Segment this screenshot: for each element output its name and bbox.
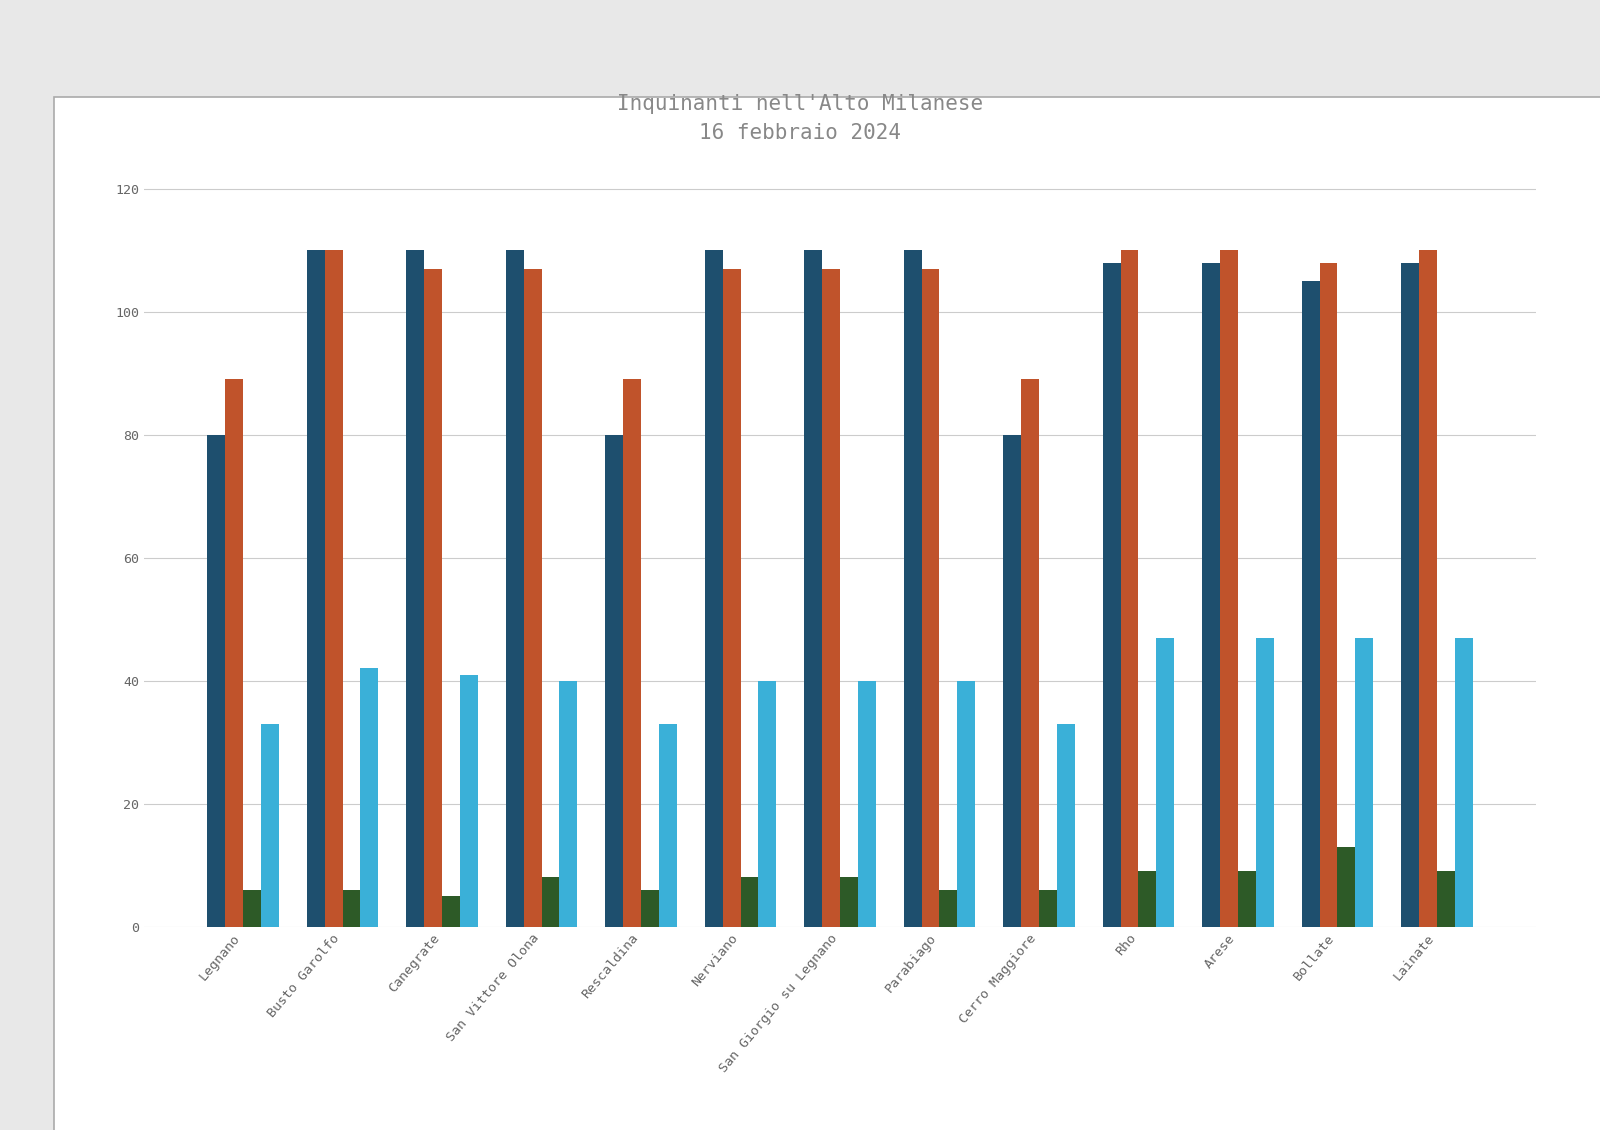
Bar: [1038, 889, 1058, 927]
Bar: [1157, 637, 1174, 927]
Bar: [1058, 723, 1075, 927]
Bar: [805, 251, 822, 927]
Bar: [622, 380, 642, 927]
FancyBboxPatch shape: [53, 97, 1600, 1130]
Bar: [1120, 251, 1139, 927]
Bar: [723, 269, 741, 927]
Bar: [659, 723, 677, 927]
Bar: [1454, 637, 1472, 927]
Bar: [307, 251, 325, 927]
Bar: [1238, 871, 1256, 927]
Text: Inquinanti nell'Alto Milanese
16 febbraio 2024: Inquinanti nell'Alto Milanese 16 febbrai…: [618, 94, 982, 144]
Bar: [226, 380, 243, 927]
Bar: [642, 889, 659, 927]
Bar: [1139, 871, 1157, 927]
Bar: [560, 680, 578, 927]
Bar: [758, 680, 776, 927]
Bar: [325, 251, 342, 927]
Bar: [840, 877, 858, 927]
Bar: [605, 435, 622, 927]
Bar: [1221, 251, 1238, 927]
Bar: [704, 251, 723, 927]
Bar: [208, 435, 226, 927]
Bar: [1355, 637, 1373, 927]
Bar: [1338, 846, 1355, 927]
Bar: [506, 251, 523, 927]
Bar: [1202, 262, 1221, 927]
Bar: [442, 896, 459, 927]
Bar: [822, 269, 840, 927]
Bar: [1003, 435, 1021, 927]
Bar: [523, 269, 541, 927]
Bar: [939, 889, 957, 927]
Bar: [957, 680, 976, 927]
Bar: [858, 680, 875, 927]
Bar: [541, 877, 560, 927]
Bar: [406, 251, 424, 927]
Bar: [1256, 637, 1274, 927]
Bar: [1437, 871, 1454, 927]
Bar: [459, 675, 478, 927]
Bar: [342, 889, 360, 927]
Bar: [1320, 262, 1338, 927]
Bar: [1102, 262, 1120, 927]
Bar: [1419, 251, 1437, 927]
Bar: [261, 723, 278, 927]
Bar: [741, 877, 758, 927]
Bar: [1021, 380, 1038, 927]
Bar: [904, 251, 922, 927]
Bar: [360, 669, 378, 927]
Bar: [424, 269, 442, 927]
Bar: [243, 889, 261, 927]
Bar: [1302, 281, 1320, 927]
Bar: [1402, 262, 1419, 927]
Bar: [922, 269, 939, 927]
